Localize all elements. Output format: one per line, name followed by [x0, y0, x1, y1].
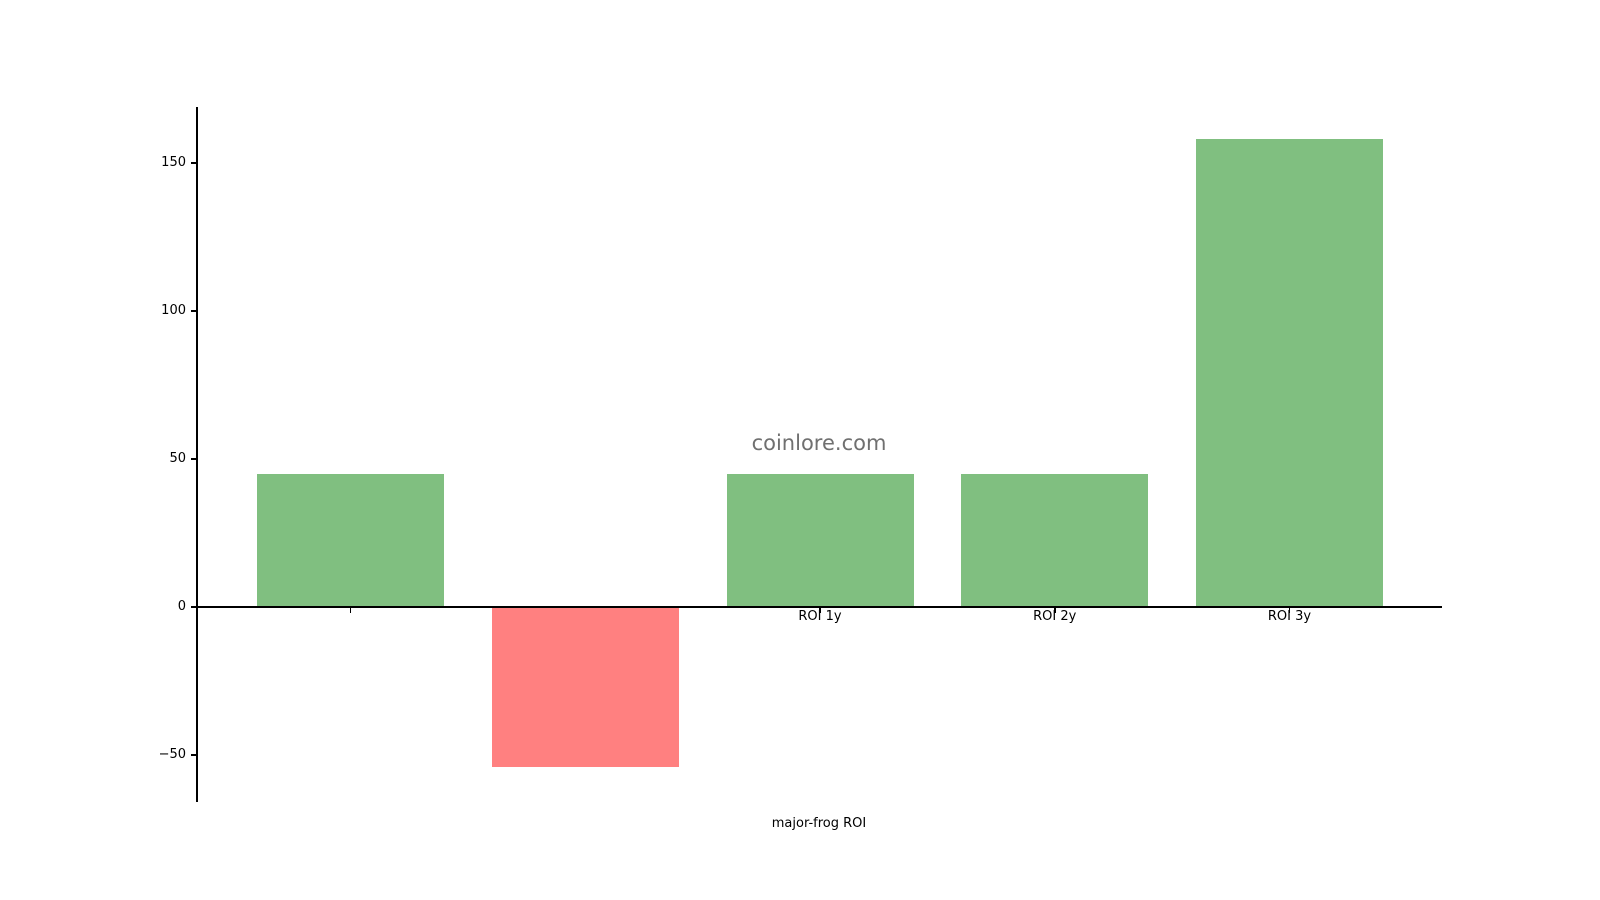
- x-tick-mark: [819, 607, 821, 613]
- y-tick-mark: [191, 162, 196, 164]
- y-tick-mark: [191, 310, 196, 312]
- y-tick-mark: [191, 606, 196, 608]
- watermark-text: coinlore.com: [751, 431, 887, 455]
- x-axis-title: major-frog ROI: [771, 816, 867, 831]
- y-tick-label: 150: [161, 155, 186, 170]
- y-tick-label: 0: [177, 599, 186, 614]
- x-axis-zero-line: [196, 606, 1442, 608]
- y-tick-mark: [191, 458, 196, 460]
- bar-unlabeled-2: [491, 607, 679, 767]
- x-tick-label: ROI 2y: [1033, 609, 1077, 624]
- y-tick-label: 50: [169, 451, 186, 466]
- x-tick-mark: [349, 607, 352, 613]
- bar-ROI 1y: [726, 473, 914, 607]
- y-axis-spine: [196, 107, 198, 802]
- y-tick-label: −50: [158, 747, 186, 762]
- x-tick-mark: [1288, 607, 1291, 613]
- bar-unlabeled-1: [257, 473, 444, 607]
- x-tick-label: ROI 3y: [1267, 609, 1312, 624]
- y-tick-mark: [191, 754, 196, 756]
- y-tick-label: 100: [161, 303, 186, 318]
- x-tick-mark: [1054, 607, 1056, 613]
- bar-ROI 3y: [1196, 139, 1383, 607]
- x-tick-label: ROI 1y: [798, 609, 842, 624]
- bar-ROI 2y: [961, 473, 1149, 607]
